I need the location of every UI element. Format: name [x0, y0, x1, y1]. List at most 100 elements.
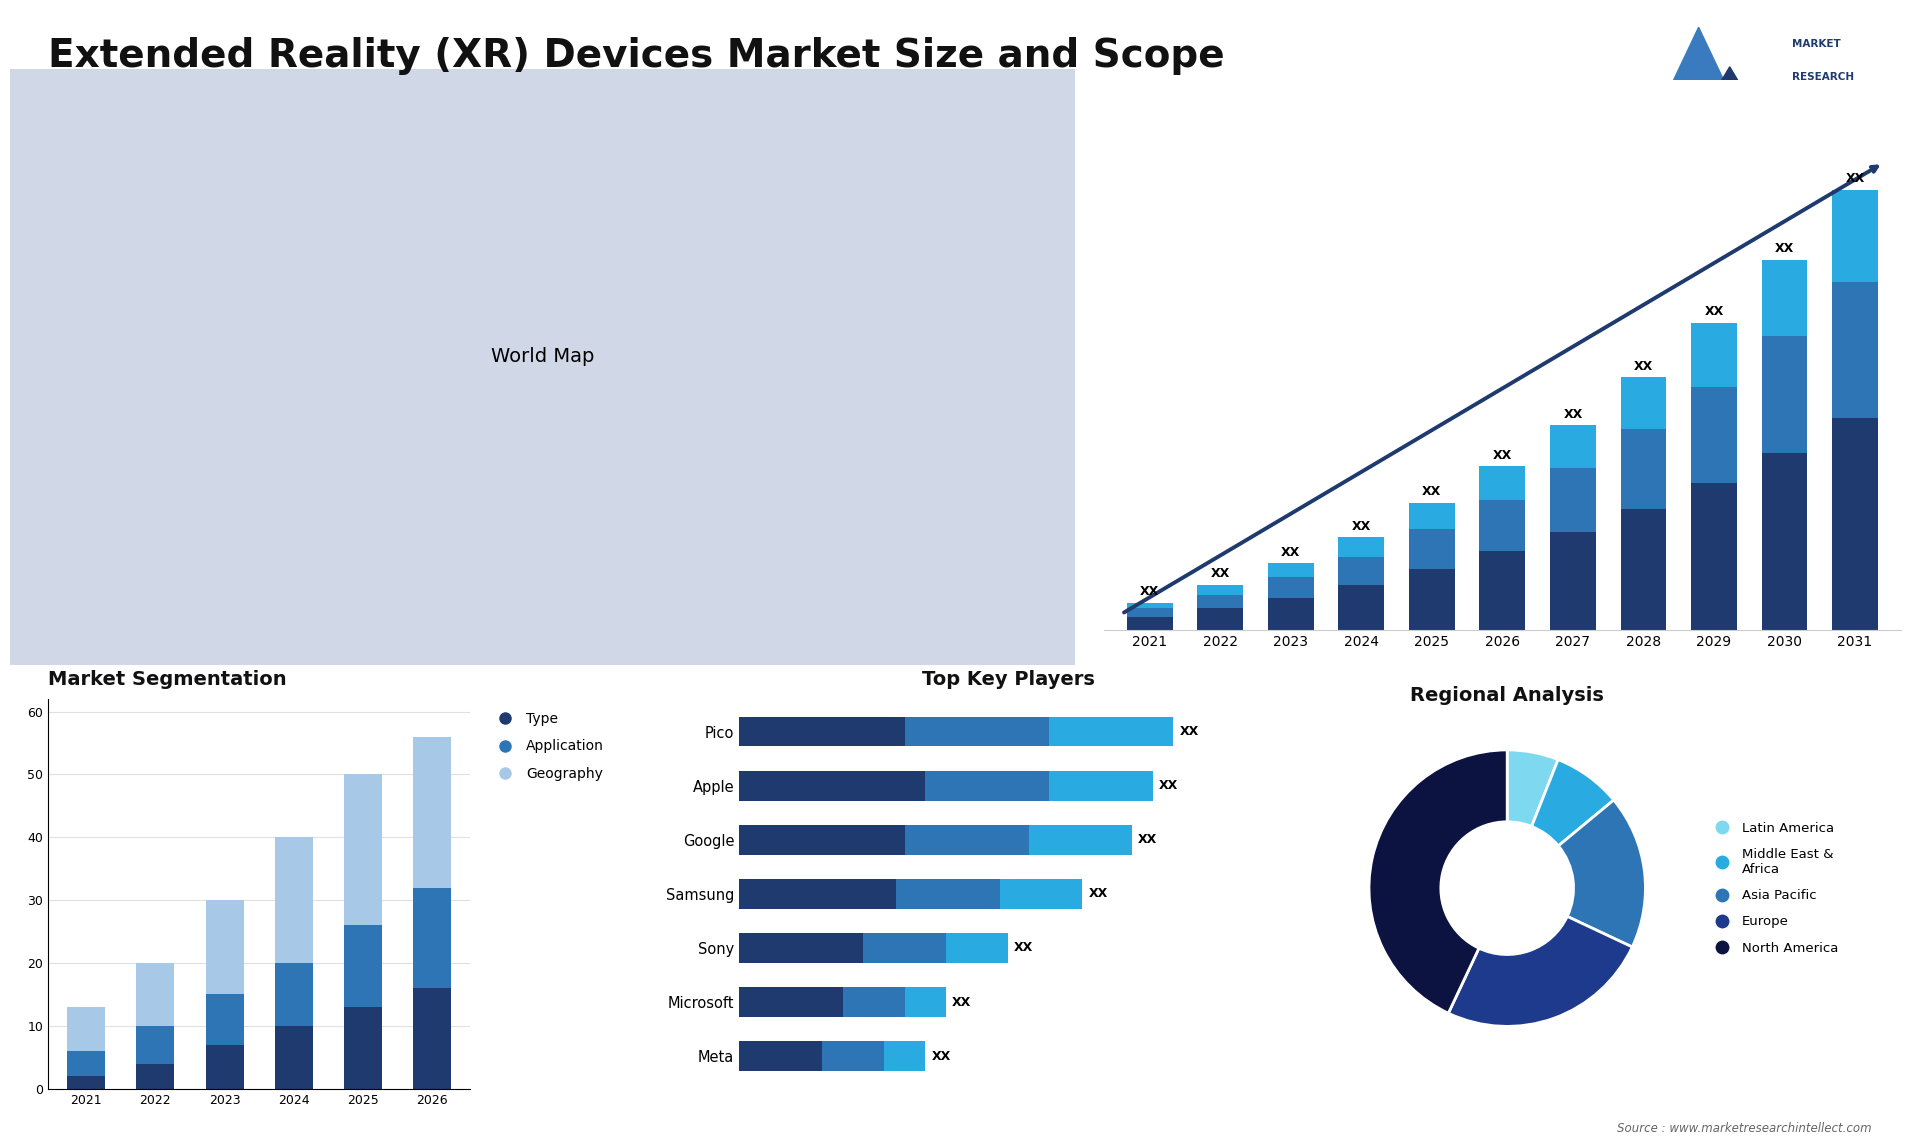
Text: XX: XX [1492, 448, 1513, 462]
Bar [205, 1045, 244, 1089]
Bar [1832, 190, 1878, 282]
Bar [864, 933, 947, 963]
Bar [1549, 425, 1596, 468]
Bar [1050, 716, 1173, 746]
Bar [897, 879, 1000, 909]
Bar [739, 879, 897, 909]
Bar [136, 1063, 175, 1089]
Bar [1692, 323, 1738, 387]
Bar [1127, 617, 1173, 630]
Text: Extended Reality (XR) Devices Market Size and Scope: Extended Reality (XR) Devices Market Siz… [48, 37, 1225, 74]
Bar [1409, 568, 1455, 630]
Text: XX: XX [1352, 519, 1371, 533]
Bar [1338, 586, 1384, 630]
Text: XX: XX [1160, 779, 1179, 792]
Bar [205, 995, 244, 1045]
Bar [904, 825, 1029, 855]
Text: XX: XX [1774, 242, 1793, 256]
Bar [1050, 771, 1152, 801]
Bar [1267, 576, 1313, 597]
Bar [1620, 430, 1667, 509]
Bar [1198, 595, 1244, 609]
Text: INTELLECT: INTELLECT [1791, 105, 1855, 116]
Bar [739, 1042, 822, 1072]
Bar [1761, 337, 1807, 453]
Bar [344, 775, 382, 925]
Bar [904, 716, 1050, 746]
Wedge shape [1532, 760, 1613, 846]
Text: XX: XX [1139, 833, 1158, 846]
Bar [1692, 387, 1738, 482]
Text: XX: XX [1281, 545, 1300, 558]
Bar [925, 771, 1050, 801]
Text: XX: XX [1423, 486, 1442, 499]
Bar [67, 1007, 106, 1051]
Polygon shape [1688, 66, 1770, 136]
Polygon shape [1647, 28, 1751, 136]
Text: XX: XX [1634, 360, 1653, 372]
Bar [1198, 586, 1244, 595]
Wedge shape [1448, 917, 1632, 1027]
Bar [67, 1051, 106, 1076]
Bar [413, 988, 451, 1089]
Bar [1692, 482, 1738, 630]
Bar [1480, 551, 1524, 630]
Bar [1620, 377, 1667, 430]
Text: RESEARCH: RESEARCH [1791, 72, 1855, 83]
Wedge shape [1369, 749, 1507, 1013]
Bar [1127, 609, 1173, 617]
Text: XX: XX [1179, 725, 1198, 738]
Bar [1127, 603, 1173, 609]
Bar [1832, 418, 1878, 630]
Bar [822, 1042, 883, 1072]
Bar [739, 716, 904, 746]
Text: XX: XX [952, 996, 972, 1008]
Bar [1480, 501, 1524, 551]
Bar [1761, 453, 1807, 630]
Bar [136, 1026, 175, 1063]
Bar [904, 987, 947, 1017]
Text: XX: XX [931, 1050, 950, 1062]
Title: Regional Analysis: Regional Analysis [1411, 686, 1603, 706]
Text: World Map: World Map [492, 347, 593, 366]
Text: MARKET: MARKET [1791, 39, 1841, 49]
Title: Top Key Players: Top Key Players [922, 670, 1094, 689]
Bar [413, 888, 451, 988]
Text: XX: XX [1845, 172, 1864, 186]
Bar [275, 963, 313, 1026]
Wedge shape [1559, 800, 1645, 947]
Bar [1338, 537, 1384, 557]
Text: XX: XX [1705, 305, 1724, 319]
Bar [1267, 564, 1313, 576]
Bar [1832, 282, 1878, 418]
Wedge shape [1507, 749, 1559, 826]
Bar [1620, 509, 1667, 630]
Text: XX: XX [1089, 887, 1108, 901]
Bar [1338, 557, 1384, 586]
Bar [739, 987, 843, 1017]
Bar [1029, 825, 1133, 855]
Text: XX: XX [1563, 408, 1582, 421]
Bar [413, 737, 451, 888]
Bar [1549, 532, 1596, 630]
Bar [1761, 260, 1807, 337]
Bar [739, 771, 925, 801]
Bar [739, 825, 904, 855]
Bar [739, 933, 864, 963]
Bar [843, 987, 904, 1017]
Bar [1409, 529, 1455, 568]
Legend: Type, Application, Geography: Type, Application, Geography [486, 706, 609, 787]
Bar [1000, 879, 1083, 909]
Bar [1549, 468, 1596, 532]
Text: XX: XX [1014, 942, 1033, 955]
Bar [947, 933, 1008, 963]
Legend: Latin America, Middle East &
Africa, Asia Pacific, Europe, North America: Latin America, Middle East & Africa, Asi… [1703, 816, 1843, 960]
Bar [275, 1026, 313, 1089]
Bar [205, 900, 244, 995]
Text: Market Segmentation: Market Segmentation [48, 670, 286, 689]
Bar [67, 1076, 106, 1089]
Bar [136, 963, 175, 1026]
Text: Source : www.marketresearchintellect.com: Source : www.marketresearchintellect.com [1617, 1122, 1872, 1135]
Text: XX: XX [1140, 586, 1160, 598]
Bar [275, 838, 313, 963]
